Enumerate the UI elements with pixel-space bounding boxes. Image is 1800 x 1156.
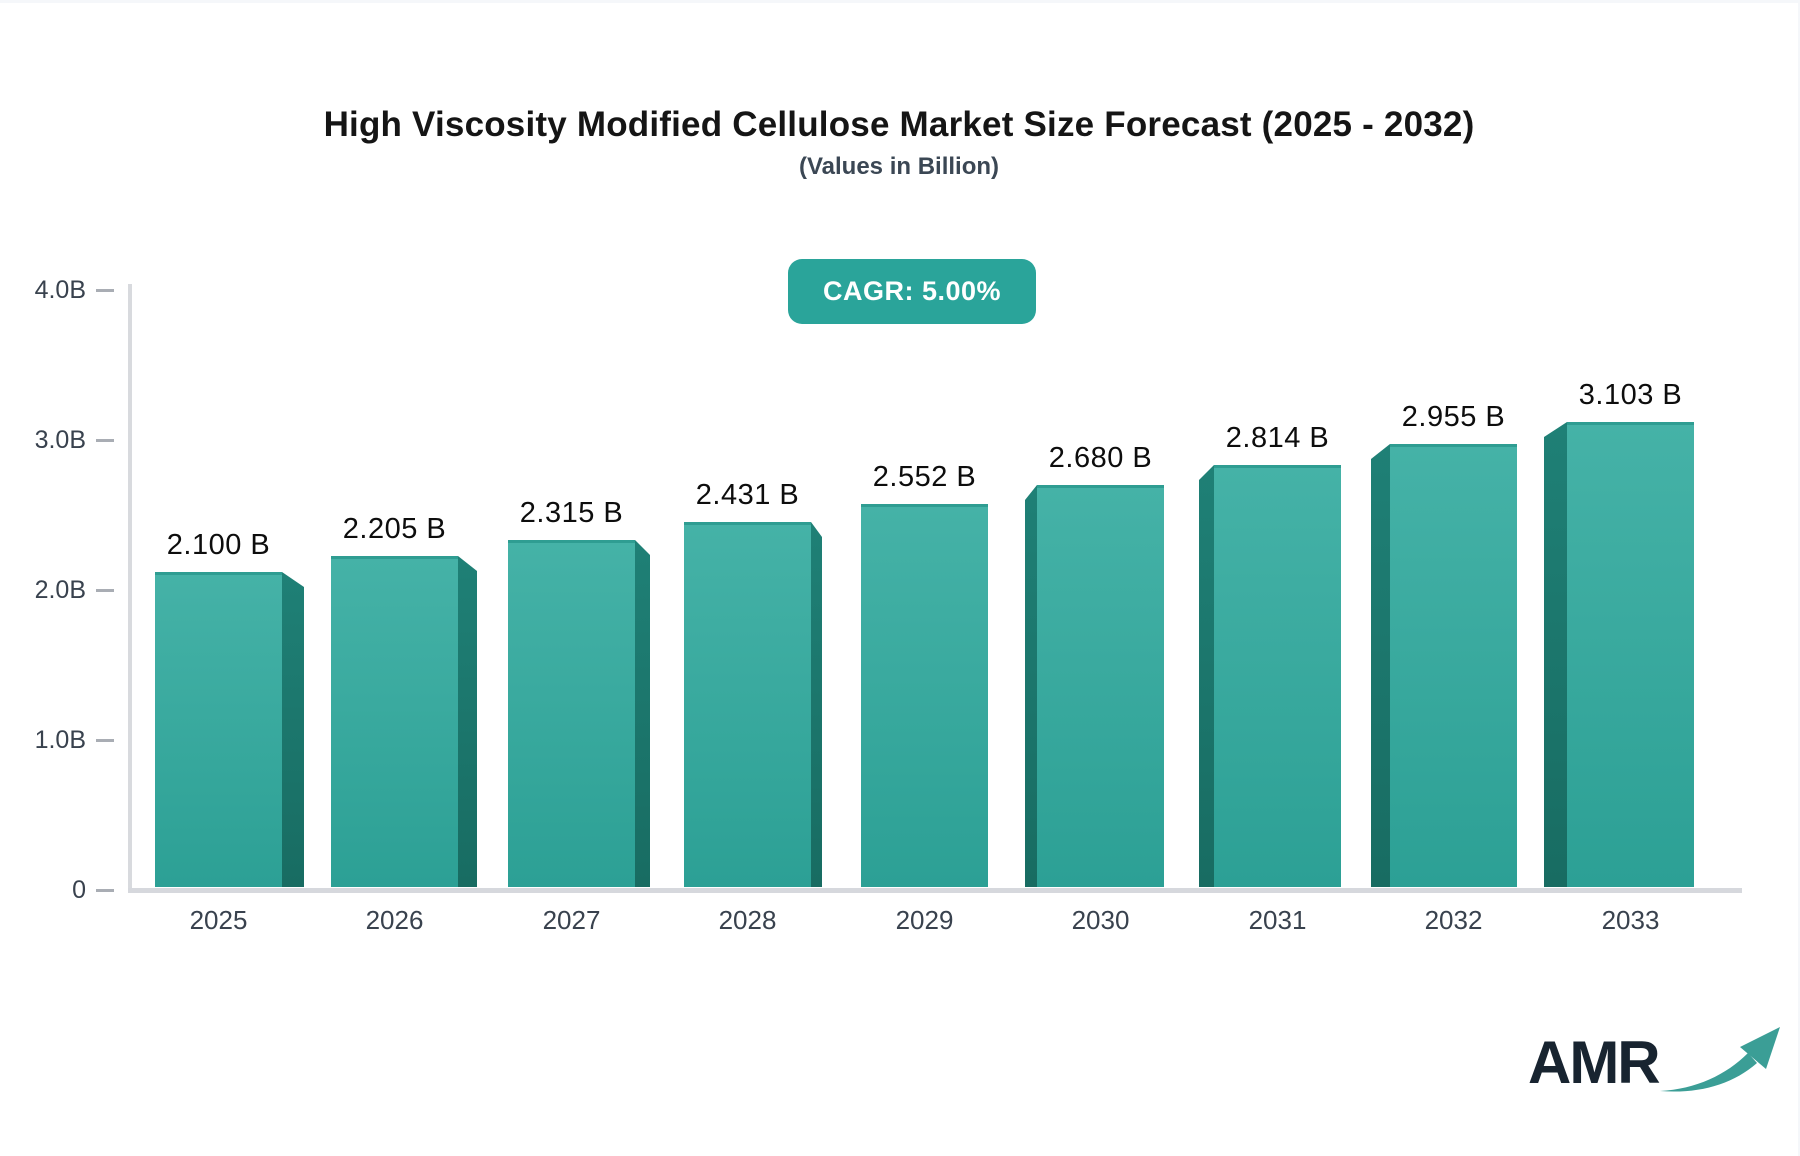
bar-face [331, 556, 458, 887]
bar-side-shade [811, 522, 822, 887]
bar-face [1214, 465, 1341, 887]
bar-2026[interactable]: 2.205 B 2026 [331, 513, 477, 935]
y-tick-mark [96, 289, 114, 292]
bar-face [1567, 422, 1694, 887]
y-tick-label: 2.0B [34, 576, 86, 604]
plot-area: 4.0B 3.0B 2.0B 1.0B 0 2.100 B 2025 2.205 B 2026… [0, 3, 1798, 1156]
bar-2028[interactable]: 2.431 B 2028 [684, 479, 822, 935]
x-axis-label: 2029 [895, 905, 954, 935]
bar-2031[interactable]: 2.814 B 2031 [1199, 422, 1341, 935]
bar-value-label: 2.205 B [342, 513, 447, 545]
bar-face [1037, 485, 1164, 887]
bar-value-label: 3.103 B [1578, 379, 1683, 411]
x-axis-label: 2027 [542, 905, 601, 935]
y-tick-label: 4.0B [34, 276, 86, 304]
bar-side-shade [635, 540, 650, 887]
y-tick-mark [96, 889, 114, 892]
bar-value-label: 2.552 B [872, 461, 977, 493]
x-axis-label: 2025 [189, 905, 248, 935]
x-axis-label: 2031 [1248, 905, 1307, 935]
bar-value-label: 2.814 B [1225, 422, 1330, 454]
bar-2025[interactable]: 2.100 B 2025 [155, 529, 304, 935]
y-axis-line [128, 284, 132, 893]
bar-value-label: 2.431 B [695, 479, 800, 511]
y-tick-label: 3.0B [34, 426, 86, 454]
amr-logo-text: AMR [1528, 1029, 1661, 1096]
x-axis-label: 2026 [365, 905, 424, 935]
bar-face [155, 572, 282, 887]
bar-value-label: 2.100 B [166, 529, 271, 561]
y-tick-label: 0 [72, 876, 86, 904]
bar-2030[interactable]: 2.680 B 2030 [1025, 442, 1164, 935]
bar-side-shade [1371, 444, 1390, 887]
bar-side-shade [458, 556, 477, 887]
chart-subtitle: (Values in Billion) [798, 153, 1000, 180]
x-axis-label: 2028 [718, 905, 777, 935]
bar-side-shade [1544, 422, 1567, 887]
bar-face [861, 504, 988, 887]
y-tick-label: 1.0B [34, 726, 86, 754]
arrow-head [1740, 1027, 1780, 1069]
arrow-swoosh [1660, 1053, 1757, 1092]
bar-face [1390, 444, 1517, 887]
chart-title: High Viscosity Modified Cellulose Market… [323, 105, 1475, 144]
bar-2032[interactable]: 2.955 B 2032 [1371, 401, 1517, 935]
bar-2029[interactable]: 2.552 B 2029 [861, 461, 988, 935]
cagr-badge: CAGR: 5.00% [788, 259, 1037, 324]
amr-logo: AMR [1528, 1027, 1788, 1123]
cagr-badge-label: CAGR: 5.00% [823, 276, 1002, 306]
x-axis-label: 2030 [1071, 905, 1130, 935]
bar-side-shade [282, 572, 304, 887]
y-tick-mark [96, 439, 114, 442]
bar-2027[interactable]: 2.315 B 2027 [508, 497, 650, 935]
bar-value-label: 2.315 B [519, 497, 624, 529]
bar-face [684, 522, 811, 887]
y-tick-mark [96, 739, 114, 742]
bar-face [508, 540, 635, 887]
bar-side-shade [1199, 465, 1214, 887]
bar-side-shade [1025, 485, 1037, 887]
bar-2033[interactable]: 3.103 B 2033 [1544, 379, 1694, 935]
x-axis-label: 2033 [1601, 905, 1660, 935]
x-axis-label: 2032 [1424, 905, 1483, 935]
y-tick-mark [96, 589, 114, 592]
bar-value-label: 2.955 B [1401, 401, 1506, 433]
x-axis-line [128, 888, 1742, 893]
growth-arrow-icon [1660, 1027, 1780, 1092]
bar-value-label: 2.680 B [1048, 442, 1153, 474]
